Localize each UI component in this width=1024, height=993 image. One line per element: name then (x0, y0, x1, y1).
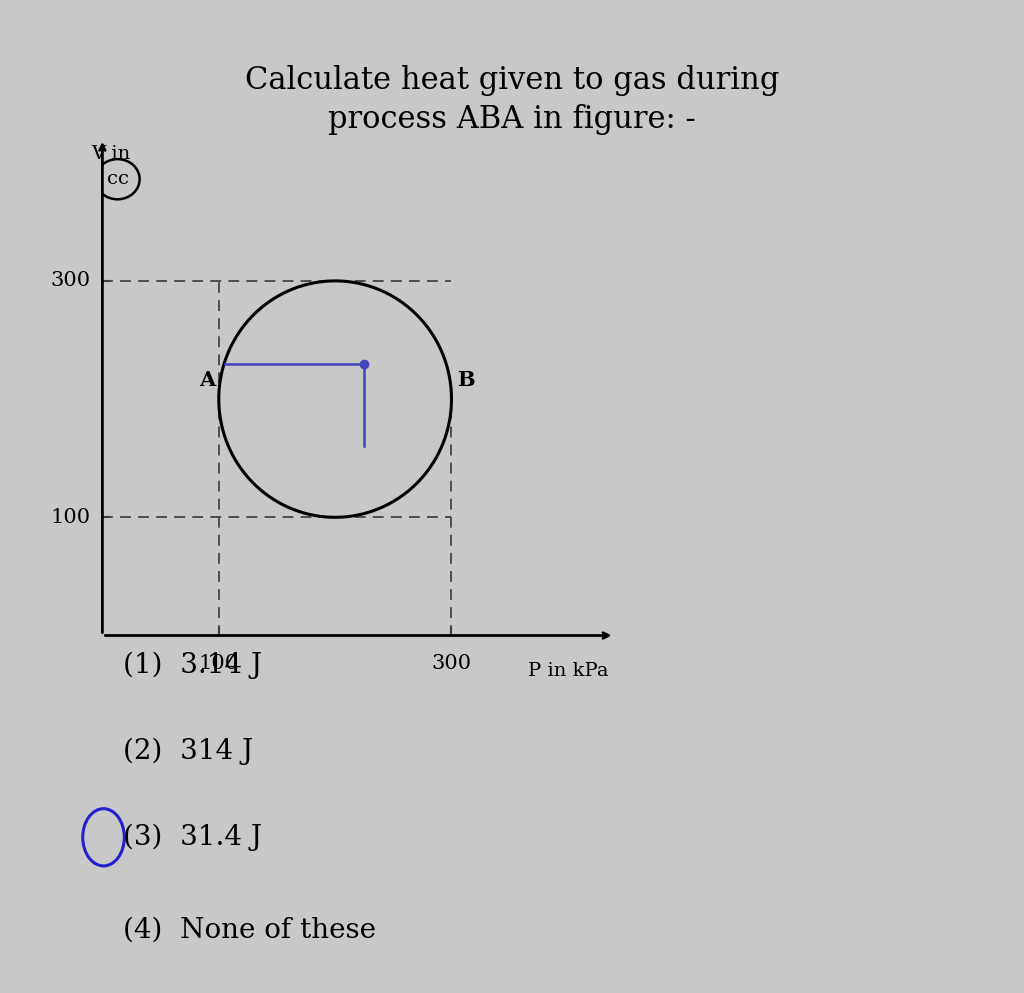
Text: B: B (458, 369, 475, 389)
Text: (1)  3.14 J: (1) 3.14 J (123, 652, 262, 679)
Text: 100: 100 (50, 507, 91, 527)
Text: P in kPa: P in kPa (528, 661, 608, 679)
Text: cc: cc (106, 170, 129, 189)
Text: process ABA in figure: -: process ABA in figure: - (328, 104, 696, 135)
Text: 300: 300 (431, 654, 472, 673)
Text: 100: 100 (199, 654, 239, 673)
Text: V in: V in (91, 145, 130, 163)
Text: A: A (199, 369, 215, 389)
Text: Calculate heat given to gas during: Calculate heat given to gas during (245, 65, 779, 95)
Text: (3)  31.4 J: (3) 31.4 J (123, 823, 262, 851)
Text: (4)  None of these: (4) None of these (123, 917, 376, 943)
Text: 300: 300 (50, 271, 91, 290)
Text: (2)  314 J: (2) 314 J (123, 738, 253, 766)
